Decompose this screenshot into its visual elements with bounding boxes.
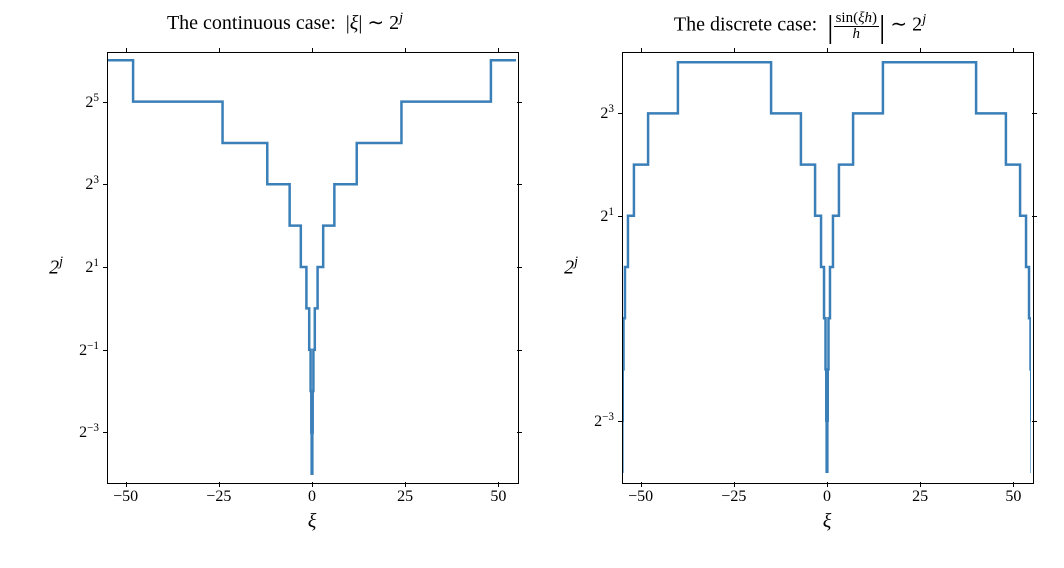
x-tick [1013,482,1014,487]
y-tick [517,184,522,185]
series-line [107,60,517,473]
x-tick [734,48,735,53]
y-tick [103,350,108,351]
y-axis-label: 2j [564,255,578,280]
x-tick-label: −50 [113,488,138,506]
y-tick [517,432,522,433]
x-tick [312,48,313,53]
y-tick [103,267,108,268]
y-tick-label: 2−3 [79,422,99,442]
x-tick-label: 50 [1005,488,1021,506]
x-tick [498,482,499,487]
x-tick [126,482,127,487]
y-axis-label: 2j [49,255,63,280]
y-tick [618,113,623,114]
x-tick [405,48,406,53]
x-tick-label: −25 [721,488,746,506]
x-tick-label: 25 [912,488,928,506]
y-tick-label: 2−3 [594,410,614,430]
x-tick [641,48,642,53]
x-tick [827,48,828,53]
y-tick [618,421,623,422]
y-tick-label: 23 [85,174,99,194]
x-tick [219,482,220,487]
x-tick [219,48,220,53]
figure: The continuous case: |ξ| ∼ 2j−50−2502550… [0,0,1064,568]
series-line [622,62,1032,472]
x-axis-label: ξ [308,510,317,533]
x-tick [734,482,735,487]
x-tick-label: −25 [206,488,231,506]
plot-area [560,10,1040,550]
panel-left: The continuous case: |ξ| ∼ 2j−50−2502550… [45,10,525,550]
y-tick [618,216,623,217]
y-tick [1032,113,1037,114]
y-tick [517,102,522,103]
y-tick-label: 21 [85,257,99,277]
y-tick-label: 25 [85,91,99,111]
x-axis-label: ξ [823,510,832,533]
panel-right: The discrete case: |sin(ξh)h| ∼ 2j−50−25… [560,10,1040,550]
x-tick [1013,48,1014,53]
y-tick [103,184,108,185]
y-tick [1032,421,1037,422]
y-tick-label: 21 [600,206,614,226]
y-tick-label: 23 [600,103,614,123]
x-tick [312,482,313,487]
x-tick [126,48,127,53]
x-tick [405,482,406,487]
y-tick [103,102,108,103]
y-tick [517,267,522,268]
y-tick [103,432,108,433]
x-tick [498,48,499,53]
x-tick [920,48,921,53]
y-tick [1032,216,1037,217]
x-tick [641,482,642,487]
x-tick-label: 0 [823,488,831,506]
plot-area [45,10,525,550]
x-tick-label: −50 [628,488,653,506]
x-tick-label: 25 [397,488,413,506]
x-tick [920,482,921,487]
y-tick-label: 2−1 [79,340,99,360]
x-tick-label: 0 [308,488,316,506]
x-tick [827,482,828,487]
x-tick-label: 50 [490,488,506,506]
y-tick [517,350,522,351]
